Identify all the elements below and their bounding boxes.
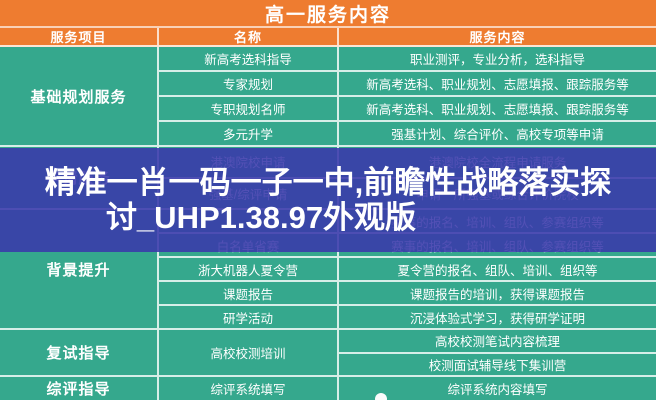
row-name: 研学活动 [157,306,337,328]
row-name: 新高考选科指导 [157,47,337,70]
row-content: 沉浸体验式学习，获得研学证明 [337,306,656,328]
row-name: 多元升学 [157,122,337,145]
row-content: 职业测评，专业分析，选科指导 [337,47,656,70]
row-content: 综评系统内容填写 [337,377,656,400]
row-content: 强基计划、综合评价、高校专项等申请 [337,122,656,145]
category-label: 复试指导 [46,345,111,362]
bottom-dot [375,393,387,400]
row-content: 高校校测笔试内容梳理 [434,335,560,350]
category-label: 基础规划服务 [30,88,127,106]
header-service-content: 服务内容 [337,28,656,45]
row-name-merged: 高校校测培训 [157,330,337,375]
row-name: 课题报告 [157,282,337,304]
group-rows: 新高考选科指导 职业测评，专业分析，选科指导 专家规划 新高考选科、职业规划、志… [157,47,656,145]
group-rows: 综评系统填写 综评系统内容填写 [157,377,656,400]
group-basic-planning: 基础规划服务 新高考选科指导 职业测评，专业分析，选科指导 专家规划 新高考选科… [0,47,656,145]
row-name: 专家规划 [157,72,337,95]
row-content: 课题报告的培训，获得课题报告 [337,282,656,304]
row-content: 新高考选科、职业规划、志愿填报、跟踪服务等 [337,97,656,120]
page-title: 高一服务内容 [0,0,656,28]
table-row: 专职规划名师 新高考选科、职业规划、志愿填报、跟踪服务等 [157,95,656,120]
row-name: 专职规划名师 [157,97,337,120]
row-content: 校测面试辅导线下集训营 [339,351,656,376]
group-comprehensive-evaluation: 综评指导 综评系统填写 综评系统内容填写 [0,375,656,400]
table-row: 新高考选科指导 职业测评，专业分析，选科指导 [157,47,656,70]
category-label: 综评指导 [46,381,111,398]
watermark-overlay: 精准一肖一码一子一中,前瞻性战略落实探 讨_UHP1.38.97外观版 [0,148,656,252]
row-name: 浙大机器人夏令营 [157,258,337,280]
table-row: 研学活动 沉浸体验式学习，获得研学证明 [157,304,656,328]
table-row: 课题报告 课题报告的培训，获得课题报告 [157,280,656,304]
category-label: 背景提升 [46,261,111,279]
watermark-text-line2: 讨_UHP1.38.97外观版 [105,200,417,235]
table-row: 综评系统填写 综评系统内容填写 [157,377,656,400]
group-retest-guidance: 复试指导 高校校测培训 高校校测笔试内容梳理 校测面试辅导线下集训营 [0,328,656,375]
table-row: 浙大机器人夏令营 夏令营的报名、组队、培训、组织等 [157,256,656,280]
table-row: 专家规划 新高考选科、职业规划、志愿填报、跟踪服务等 [157,70,656,95]
table-header-row: 服务项目 名称 服务内容 [0,28,656,47]
row-content: 夏令营的报名、组队、培训、组织等 [337,258,656,280]
row-content: 新高考选科、职业规划、志愿填报、跟踪服务等 [337,72,656,95]
row-name: 综评系统填写 [157,377,337,400]
table-row: 多元升学 强基计划、综合评价、高校专项等申请 [157,120,656,145]
header-name: 名称 [157,28,337,45]
watermark-text-line1: 精准一肖一码一子一中,前瞻性战略落实探 [44,165,612,200]
group-content-rows: 高校校测笔试内容梳理 校测面试辅导线下集训营 [337,330,656,375]
header-service-category: 服务项目 [50,30,107,45]
